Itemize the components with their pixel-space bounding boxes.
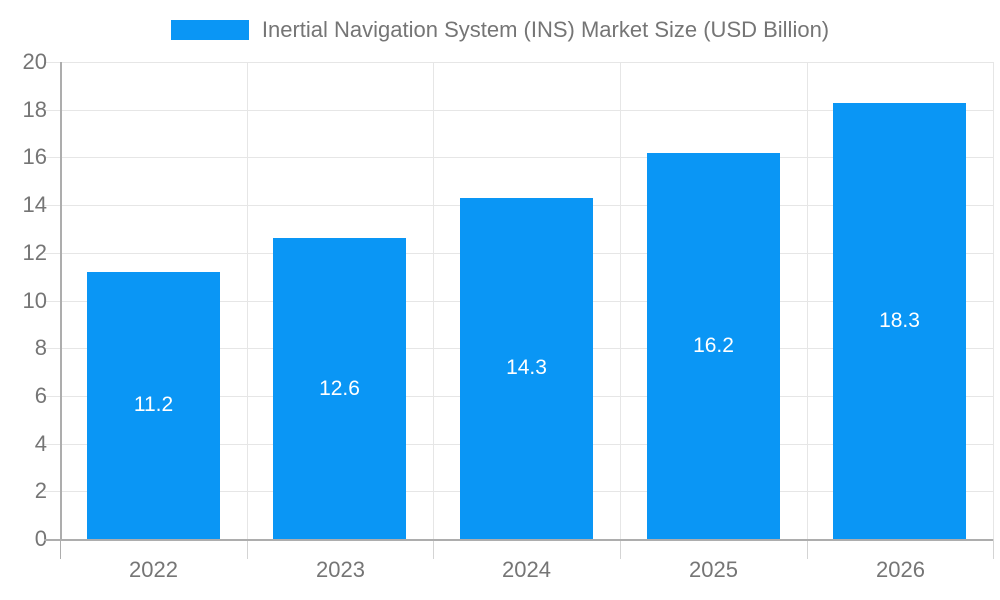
y-axis-line — [60, 62, 62, 540]
gridline-horizontal — [60, 62, 994, 63]
gridline-vertical — [993, 62, 994, 539]
y-tick-mark — [44, 252, 60, 254]
gridline-vertical — [433, 62, 434, 539]
x-tick-mark — [620, 539, 621, 559]
gridline-horizontal — [60, 157, 994, 159]
gridline-vertical — [247, 62, 248, 539]
x-axis-label: 2022 — [129, 557, 178, 582]
x-tick-mark — [807, 539, 808, 559]
plot-area: 11.2 12.6 14.3 16.2 18.3 — [60, 62, 994, 539]
y-tick-mark — [44, 205, 60, 207]
y-tick-mark — [44, 300, 60, 302]
y-tick-mark — [44, 62, 60, 63]
bar-value-label: 14.3 — [506, 356, 547, 379]
x-axis-label: 2023 — [316, 557, 365, 582]
x-axis-label: 2024 — [502, 557, 551, 582]
legend-swatch — [170, 20, 249, 40]
y-axis-label: 16 — [22, 144, 47, 170]
bar — [460, 197, 593, 539]
y-axis-label: 12 — [22, 239, 47, 265]
x-tick-mark — [60, 539, 61, 559]
y-axis-label: 2 — [34, 478, 47, 504]
bar — [273, 238, 406, 539]
bar-value-label: 18.3 — [879, 309, 920, 332]
legend-label: Inertial Navigation System (INS) Market … — [261, 17, 830, 42]
y-axis-label: 8 — [34, 335, 47, 361]
bar-value-label: 12.6 — [319, 377, 360, 400]
y-axis-label: 10 — [22, 287, 47, 313]
bar-value-label: 11.2 — [133, 393, 174, 416]
y-tick-mark — [44, 443, 60, 445]
y-tick-mark — [44, 395, 60, 397]
gridline-vertical — [807, 62, 808, 539]
y-axis-label: 14 — [22, 192, 47, 218]
y-axis-label: 20 — [22, 49, 47, 74]
y-tick-mark — [44, 491, 60, 493]
x-axis-line — [44, 539, 994, 541]
gridline-vertical — [620, 62, 621, 539]
bar — [833, 102, 966, 539]
y-tick-mark — [44, 157, 60, 159]
x-tick-mark — [247, 539, 248, 559]
y-axis-label: 0 — [34, 526, 47, 551]
bar — [647, 152, 780, 539]
bar — [87, 271, 220, 539]
x-tick-mark — [433, 539, 434, 559]
y-axis-label: 4 — [34, 430, 47, 456]
gridline-horizontal — [60, 109, 994, 111]
y-axis-label: 18 — [22, 96, 47, 122]
x-axis-label: 2026 — [876, 557, 925, 582]
y-tick-mark — [44, 348, 60, 350]
bar-value-label: 16.2 — [693, 334, 734, 357]
y-tick-mark — [44, 109, 60, 111]
y-axis-label: 6 — [34, 382, 47, 408]
x-tick-mark — [993, 539, 994, 559]
x-axis-label: 2025 — [689, 557, 738, 582]
legend: Inertial Navigation System (INS) Market … — [0, 14, 1000, 46]
